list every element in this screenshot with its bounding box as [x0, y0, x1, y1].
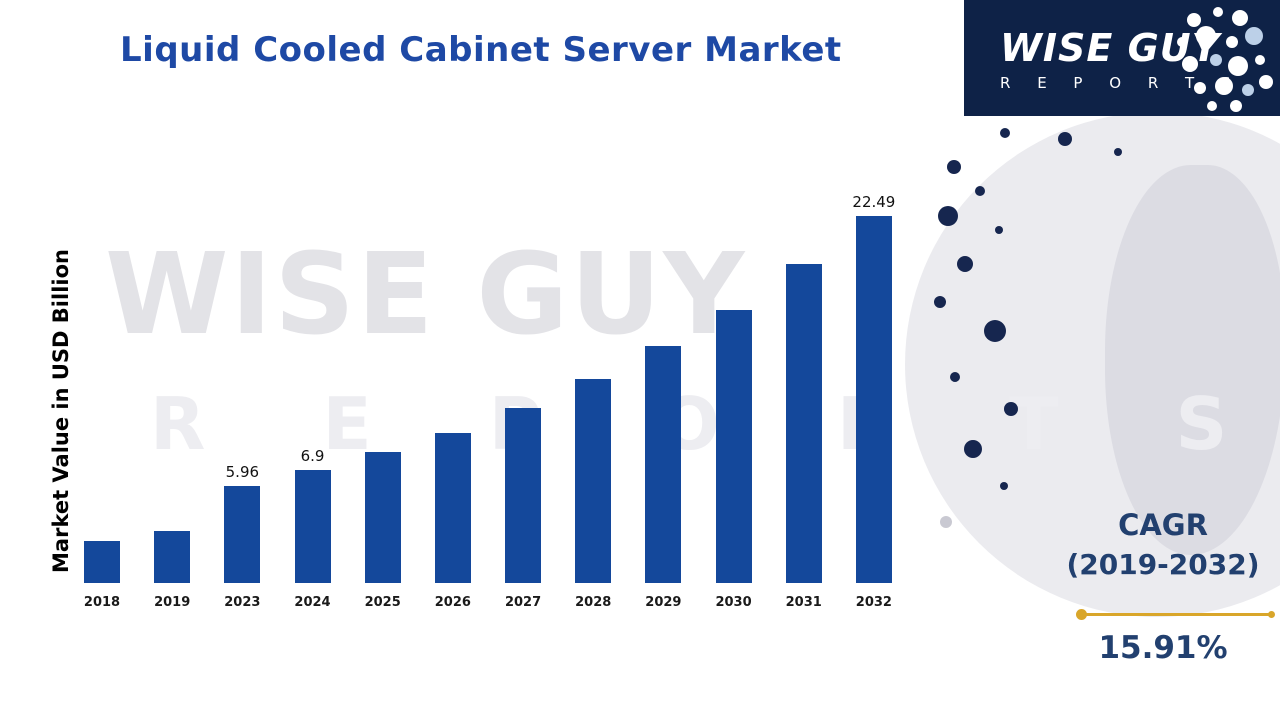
decor-dot	[950, 372, 960, 382]
bar-value-label-2032: 22.49	[852, 193, 896, 211]
bar-2027	[505, 408, 542, 583]
bar-column-2026: 2026	[431, 191, 475, 610]
decor-dot	[975, 186, 985, 196]
face-profile-shade	[1105, 165, 1280, 555]
bar-chart: 2018 2019 5.96 2023 6.9 2024 2025 2026 2027 2028 2…	[80, 191, 896, 610]
page-title: Liquid Cooled Cabinet Server Market	[120, 30, 842, 70]
x-tick-2031: 2031	[785, 595, 822, 610]
bar-2032	[855, 216, 892, 583]
bar-column-2031: 2031	[782, 191, 826, 610]
bar-column-2019: 2019	[150, 191, 194, 610]
x-tick-2027: 2027	[504, 595, 542, 610]
decor-dot	[1000, 128, 1010, 138]
y-axis-label: Market Value in USD Billion	[49, 249, 73, 573]
x-tick-2029: 2029	[645, 595, 682, 610]
cagr-range: (2019-2032)	[1066, 548, 1260, 581]
bar-2018	[84, 541, 120, 583]
bar-column-2025: 2025	[361, 191, 405, 610]
x-tick-2026: 2026	[434, 595, 471, 610]
x-tick-2019: 2019	[154, 595, 191, 610]
logo-subtitle: R E P O R T S	[1000, 74, 1242, 92]
cagr-value: 15.91%	[1098, 630, 1228, 666]
decor-dot	[1000, 482, 1008, 490]
bar-value-label-2024: 6.9	[300, 447, 325, 465]
x-tick-2018: 2018	[83, 595, 121, 610]
bar-2023	[224, 486, 261, 583]
bar-2030	[715, 310, 752, 583]
watermark-reports: R E P O R T S	[150, 382, 1274, 466]
x-tick-2028: 2028	[575, 595, 612, 610]
decor-dot	[940, 516, 952, 528]
decor-dot	[1114, 148, 1122, 156]
bar-2025	[364, 452, 401, 583]
bar-2029	[645, 346, 682, 583]
bar-column-2027: 2027	[501, 191, 545, 610]
dotted-head-profile-icon	[1177, 7, 1273, 112]
bar-column-2028: 2028	[571, 191, 615, 610]
bar-2019	[154, 531, 191, 583]
cagr-divider-line	[1076, 609, 1275, 620]
x-tick-2023: 2023	[224, 595, 261, 610]
bar-column-2024: 6.9 2024	[291, 191, 335, 610]
bar-column-2030: 2030	[712, 191, 756, 610]
divider-left-dot-icon	[1076, 609, 1087, 620]
bar-value-label-2023: 5.96	[225, 463, 260, 481]
x-tick-2032: 2032	[855, 595, 892, 610]
decor-dot	[1058, 132, 1072, 146]
bar-2028	[575, 379, 612, 583]
decor-dot	[938, 206, 958, 226]
bar-2031	[785, 264, 822, 583]
decor-dot	[995, 226, 1003, 234]
wiseguy-logo: WISE GUY R E P O R T S	[964, 0, 1280, 116]
divider-right-dot-icon	[1268, 611, 1275, 618]
bar-2024	[294, 470, 331, 583]
decor-dot	[964, 440, 982, 458]
watermark-wiseguy: WISE GUY	[105, 230, 747, 360]
decor-dot	[957, 256, 973, 272]
decor-dot	[984, 320, 1006, 342]
bar-column-2032: 22.49 2032	[852, 191, 896, 610]
x-tick-2030: 2030	[715, 595, 752, 610]
x-tick-2024: 2024	[294, 595, 331, 610]
decor-dot	[1004, 402, 1018, 416]
decor-dot	[934, 296, 946, 308]
bar-column-2023: 5.96 2023	[220, 191, 264, 610]
decor-dot	[947, 160, 961, 174]
x-tick-2025: 2025	[364, 595, 401, 610]
bar-column-2029: 2029	[641, 191, 685, 610]
cagr-label: CAGR	[1118, 508, 1208, 542]
bar-2026	[434, 433, 471, 583]
bar-column-2018: 2018	[80, 191, 124, 610]
